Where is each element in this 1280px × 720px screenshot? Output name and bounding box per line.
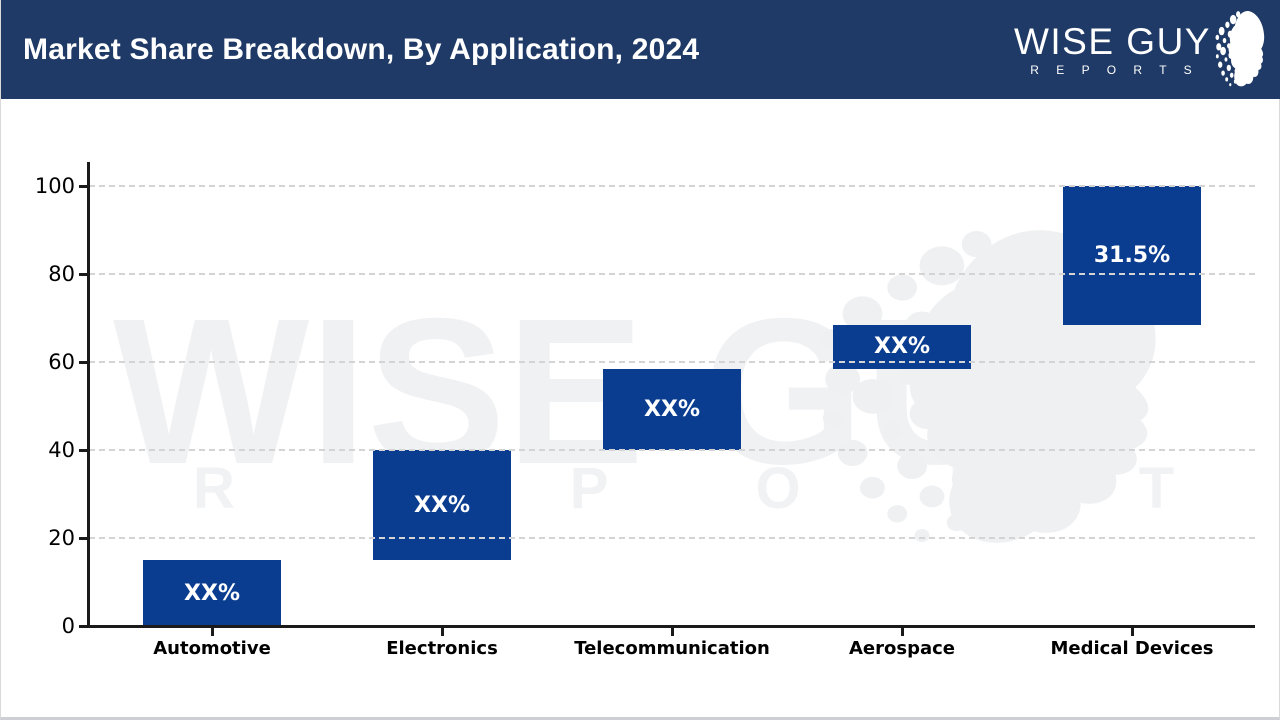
bar-automotive: XX%	[143, 560, 281, 626]
bar-value-label-medical-devices: 31.5%	[1093, 242, 1171, 268]
y-tick-label-100: 100	[34, 174, 75, 198]
gridline-100	[89, 185, 1255, 187]
bar-value-label-electronics: XX%	[414, 492, 470, 518]
bar-value-label-telecommunication: XX%	[644, 396, 700, 422]
y-axis-line	[87, 162, 90, 628]
bar-telecommunication: XX%	[603, 368, 741, 450]
y-tick-mark-20	[79, 536, 88, 540]
x-axis-label-aerospace: Aerospace	[848, 638, 955, 659]
header-bar: Market Share Breakdown, By Application, …	[1, 0, 1280, 99]
page-title: Market Share Breakdown, By Application, …	[23, 32, 700, 66]
y-tick-mark-80	[79, 272, 88, 276]
x-axis-line	[87, 625, 1255, 628]
x-tick-mark-telecommunication	[670, 628, 674, 636]
x-axis-label-medical-devices: Medical Devices	[1050, 638, 1214, 659]
bar-medical-devices: 31.5%	[1063, 186, 1201, 325]
y-tick-mark-40	[79, 448, 88, 452]
gridline-40	[89, 449, 1255, 451]
y-tick-label-20: 20	[48, 526, 75, 550]
logo-subtitle: R E P O R T S	[1030, 62, 1199, 77]
gridline-80	[89, 273, 1255, 275]
x-axis-label-automotive: Automotive	[153, 638, 271, 659]
y-tick-label-60: 60	[48, 350, 75, 374]
y-tick-label-80: 80	[48, 262, 75, 286]
logo-wordmark: WISE GUY	[1013, 20, 1211, 62]
bar-value-label-aerospace: XX%	[874, 334, 930, 360]
wiseguy-head-icon	[1215, 10, 1265, 86]
x-tick-mark-medical-devices	[1130, 628, 1134, 636]
x-tick-mark-aerospace	[900, 628, 904, 636]
x-axis-label-electronics: Electronics	[386, 638, 498, 659]
gridline-60	[89, 361, 1255, 363]
y-tick-label-40: 40	[48, 438, 75, 462]
gridline-20	[89, 537, 1255, 539]
y-tick-mark-0	[79, 624, 88, 628]
wiseguy-logo-text: WISE GUY R E P O R T S	[1014, 23, 1211, 77]
y-tick-mark-100	[79, 184, 88, 188]
x-axis-label-telecommunication: Telecommunication	[574, 638, 770, 659]
y-tick-label-0: 0	[61, 614, 75, 638]
bar-value-label-automotive: XX%	[184, 580, 240, 606]
y-tick-mark-60	[79, 360, 88, 364]
x-tick-mark-electronics	[440, 628, 444, 636]
bar-electronics: XX%	[373, 450, 511, 560]
x-tick-mark-automotive	[210, 628, 214, 636]
wiseguy-logo: WISE GUY R E P O R T S	[1014, 8, 1267, 92]
